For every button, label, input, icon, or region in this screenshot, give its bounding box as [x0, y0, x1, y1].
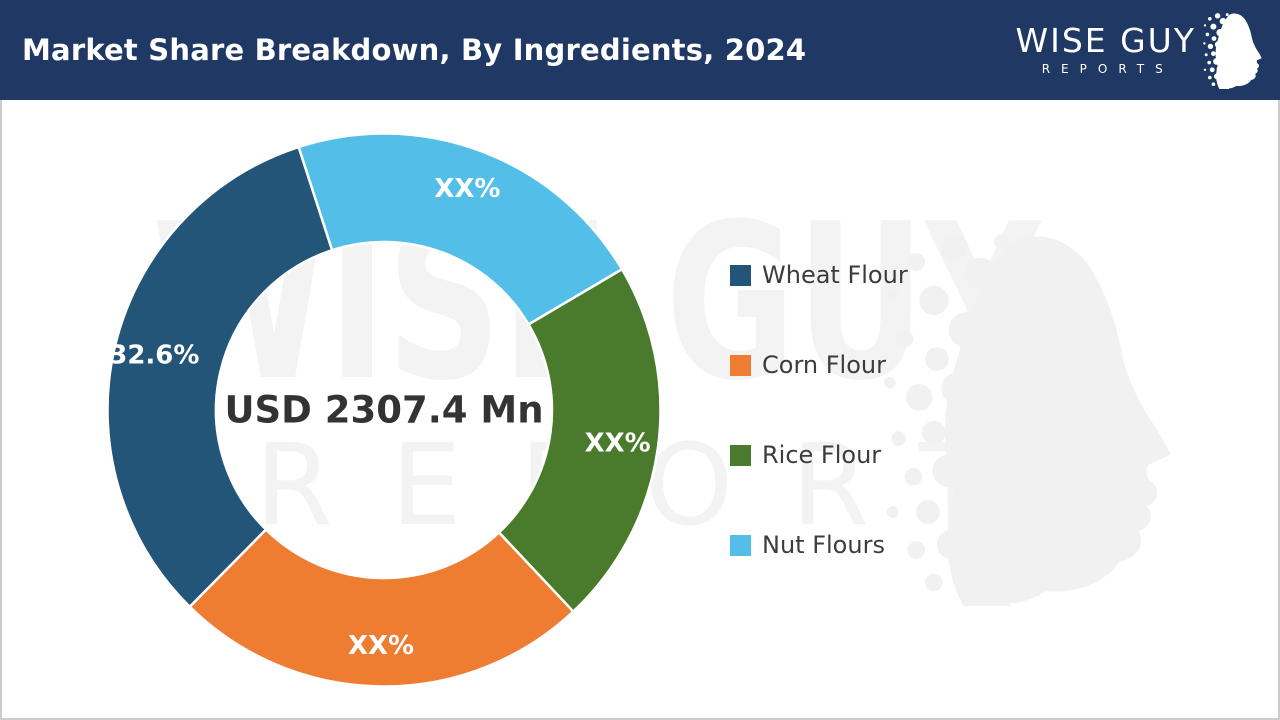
- legend-label-rice-flour: Rice Flour: [762, 441, 882, 469]
- legend-swatch-corn-flour: [730, 354, 751, 376]
- donut-segment-corn-flour: [188, 528, 575, 688]
- legend-label-wheat-flour: Wheat Flour: [762, 261, 908, 289]
- legend-swatch-nut-flours: [730, 534, 751, 556]
- legend-item-corn-flour: Corn Flour: [730, 352, 908, 378]
- segment-label-nut-flours: XX%: [434, 174, 500, 204]
- legend-label-corn-flour: Corn Flour: [762, 351, 886, 379]
- logo-text: WISE GUY REPORTS: [1015, 24, 1196, 76]
- page-title: Market Share Breakdown, By Ingredients, …: [22, 33, 807, 67]
- logo-head-icon: [1202, 11, 1262, 89]
- logo-brand-subtitle: REPORTS: [1041, 62, 1174, 76]
- segment-label-rice-flour: XX%: [585, 428, 651, 458]
- legend-item-nut-flours: Nut Flours: [730, 532, 908, 558]
- legend-label-nut-flours: Nut Flours: [762, 531, 885, 559]
- logo-brand-name: WISE GUY: [1015, 21, 1196, 60]
- donut-segment-rice-flour: [497, 268, 662, 613]
- segment-label-wheat-flour: 32.6%: [109, 341, 199, 371]
- legend-swatch-wheat-flour: [730, 264, 751, 286]
- donut-segment-wheat-flour: [106, 145, 334, 608]
- chart-area: WISE GUY REPORTS XX% XX% XX% 32.6% USD 2307.…: [0, 100, 1280, 720]
- segment-label-corn-flour: XX%: [348, 631, 414, 661]
- legend-item-wheat-flour: Wheat Flour: [730, 262, 908, 288]
- donut-chart: XX% XX% XX% 32.6% USD 2307.4 Mn: [106, 132, 662, 688]
- wise-guy-reports-logo: WISE GUY REPORTS: [1015, 11, 1262, 89]
- legend-item-rice-flour: Rice Flour: [730, 442, 908, 468]
- legend-swatch-rice-flour: [730, 444, 751, 466]
- chart-legend: Wheat Flour Corn Flour Rice Flour Nut Fl…: [730, 262, 908, 622]
- donut-center-value: USD 2307.4 Mn: [224, 389, 543, 432]
- header-bar: Market Share Breakdown, By Ingredients, …: [0, 0, 1280, 100]
- donut-segment-nut-flours: [297, 132, 624, 326]
- watermark-head-graphic: [878, 224, 1172, 606]
